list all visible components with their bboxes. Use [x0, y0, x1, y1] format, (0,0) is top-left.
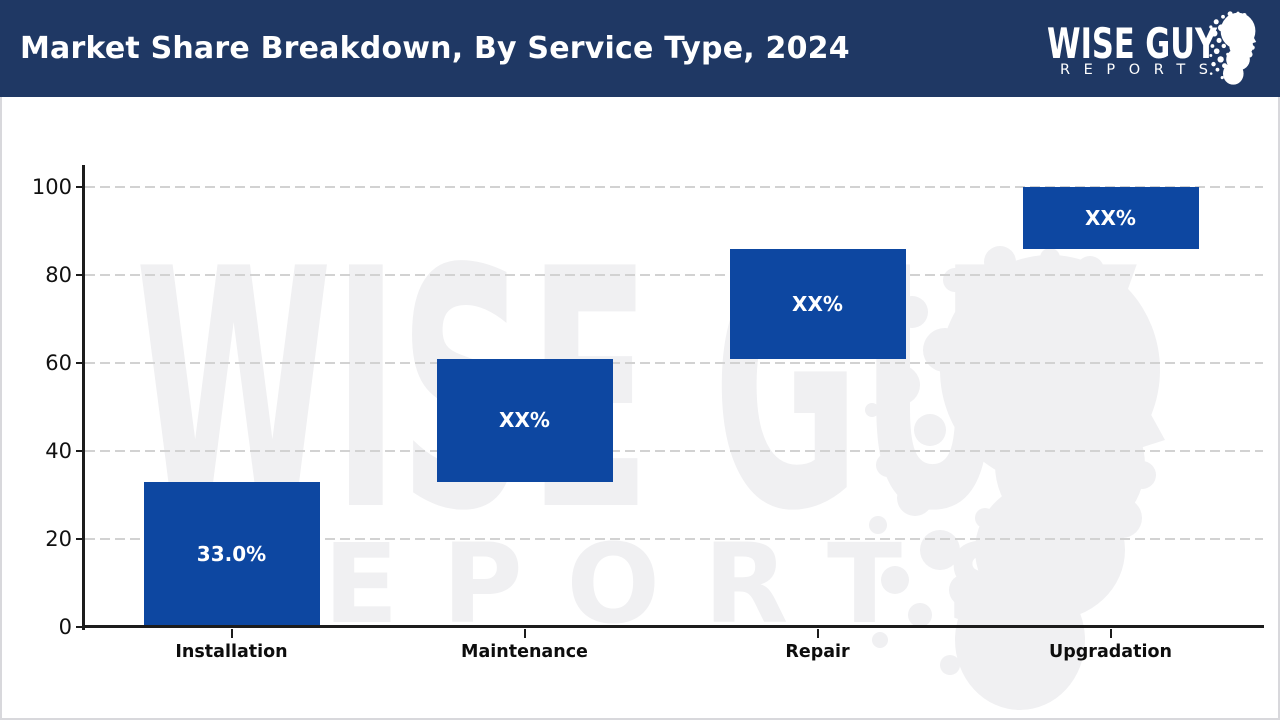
y-axis-tick-label: 60	[45, 351, 72, 375]
x-axis-tick	[1109, 629, 1112, 638]
y-axis-tick	[76, 186, 85, 188]
chart-title: Market Share Breakdown, By Service Type,…	[20, 31, 850, 66]
y-axis-spine	[82, 165, 85, 630]
x-axis-tick	[816, 629, 819, 638]
header-bar: Market Share Breakdown, By Service Type,…	[0, 0, 1280, 97]
bar-installation	[143, 481, 320, 627]
x-axis-tick	[523, 629, 526, 638]
bar-maintenance	[436, 358, 613, 482]
x-axis-spine	[82, 625, 1264, 628]
y-axis-tick	[76, 450, 85, 452]
x-axis-tick-label-installation: Installation	[175, 642, 288, 662]
y-axis-tick-label: 0	[58, 615, 72, 639]
bar-value-label-maintenance: XX%	[499, 408, 550, 433]
wise-guy-logo: WISE GUY REPORTS	[1047, 11, 1257, 85]
gridline-80	[85, 274, 1263, 276]
y-axis-tick-label: 100	[31, 175, 72, 199]
y-axis-tick	[76, 362, 85, 364]
y-axis-tick-label: 40	[45, 439, 72, 463]
y-axis-tick	[76, 626, 85, 628]
x-axis-tick-label-repair: Repair	[785, 642, 850, 662]
x-axis-tick	[230, 629, 233, 638]
bar-value-label-repair: XX%	[792, 291, 843, 316]
gridline-40	[85, 450, 1263, 452]
y-axis-tick-label: 80	[45, 263, 72, 287]
gridline-60	[85, 362, 1263, 364]
x-axis-tick-label-upgradation: Upgradation	[1049, 642, 1172, 662]
gridline-20	[85, 538, 1263, 540]
gridline-100	[85, 186, 1263, 188]
y-axis-tick	[76, 274, 85, 276]
y-axis-tick	[76, 538, 85, 540]
logo-wordmark: WISE GUY	[1047, 19, 1217, 68]
y-axis-tick-label: 20	[45, 527, 72, 551]
x-axis-tick-label-maintenance: Maintenance	[461, 642, 588, 662]
bar-upgradation	[1022, 187, 1199, 249]
bar-value-label-installation: 33.0%	[196, 542, 267, 567]
bar-value-label-upgradation: XX%	[1085, 205, 1136, 230]
